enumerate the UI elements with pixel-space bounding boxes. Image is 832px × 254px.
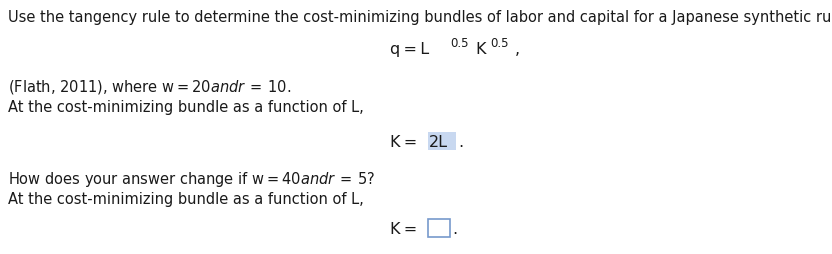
Text: .: . — [452, 221, 457, 236]
Text: At the cost-minimizing bundle as a function of L,: At the cost-minimizing bundle as a funct… — [8, 100, 364, 115]
Text: K =: K = — [390, 221, 423, 236]
Text: 0.5: 0.5 — [450, 37, 468, 50]
Text: q = L: q = L — [390, 42, 429, 57]
Text: K: K — [475, 42, 486, 57]
Text: 0.5: 0.5 — [490, 37, 508, 50]
Text: Use the tangency rule to determine the cost-minimizing bundles of labor and capi: Use the tangency rule to determine the c… — [8, 10, 832, 25]
Text: At the cost-minimizing bundle as a function of L,: At the cost-minimizing bundle as a funct… — [8, 191, 364, 206]
Text: 2L: 2L — [429, 134, 448, 149]
Bar — [428, 219, 450, 237]
Text: ,: , — [515, 42, 520, 57]
Text: K =: K = — [390, 134, 423, 149]
Text: (Flath, 2011), where w = $20 and r = $10.: (Flath, 2011), where w = $20 and r = $10… — [8, 78, 291, 96]
Bar — [428, 133, 456, 150]
Text: How does your answer change if w = $40 and r = $5?: How does your answer change if w = $40 a… — [8, 169, 375, 188]
Text: .: . — [458, 134, 463, 149]
